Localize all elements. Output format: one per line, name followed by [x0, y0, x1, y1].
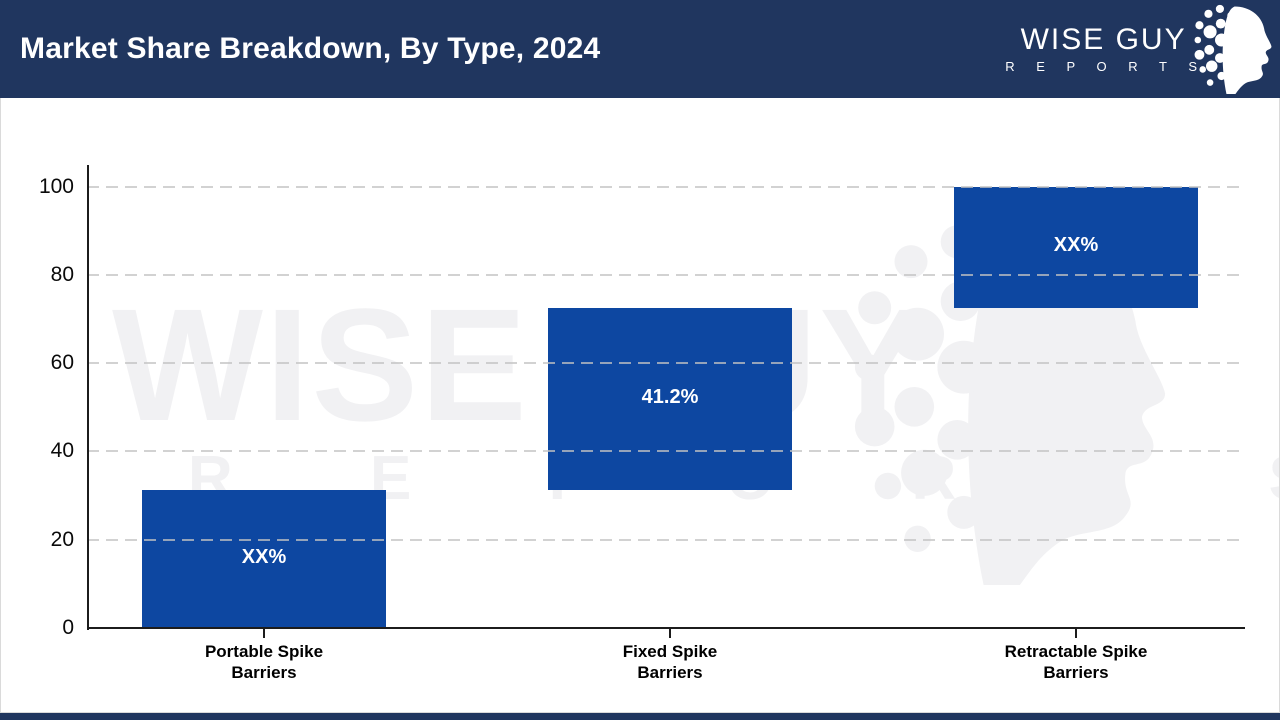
- y-axis-line: [87, 165, 89, 630]
- gridline: [87, 185, 1245, 188]
- category-label: Retractable Spike Barriers: [946, 641, 1206, 683]
- bar: [954, 186, 1198, 309]
- category-label-line: Portable Spike: [204, 642, 324, 661]
- y-tick-label: 40: [50, 439, 74, 463]
- logo-wordmark: WISE GUY R E P O R T S: [1001, 23, 1206, 74]
- brand-logo: WISE GUY R E P O R T S: [1001, 4, 1274, 94]
- gridline: [87, 273, 1245, 276]
- header-bar: Market Share Breakdown, By Type, 2024 WI…: [0, 0, 1280, 98]
- bar-value-label: XX%: [241, 546, 287, 569]
- category-label-line: Barriers: [637, 663, 703, 682]
- y-tick-label: 80: [50, 262, 74, 286]
- y-tick-label: 0: [62, 616, 74, 639]
- category-label-line: Retractable Spike: [1004, 642, 1148, 661]
- bar: [142, 490, 386, 628]
- y-tick-label: 20: [50, 527, 74, 551]
- bar-value-label: XX%: [1053, 234, 1099, 257]
- x-tick-mark: [669, 629, 671, 638]
- logo-line2: R E P O R T S: [1005, 59, 1206, 74]
- x-tick-mark: [263, 629, 265, 638]
- bar: [548, 308, 792, 491]
- y-tick-label: 100: [38, 174, 74, 198]
- logo-line1: WISE GUY: [1020, 23, 1187, 56]
- logo-head-icon: [1194, 4, 1272, 94]
- category-label-line: Barriers: [1043, 663, 1109, 682]
- y-tick-label: 60: [50, 351, 74, 375]
- footer-bar: [0, 713, 1280, 720]
- bar-value-label: 41.2%: [641, 386, 699, 409]
- category-label-line: Fixed Spike: [622, 642, 718, 661]
- category-label-line: Barriers: [231, 663, 297, 682]
- category-label: Fixed Spike Barriers: [540, 641, 800, 683]
- x-axis-line: [87, 627, 1245, 629]
- x-tick-mark: [1075, 629, 1077, 638]
- gridline: [87, 450, 1245, 453]
- gridline: [87, 362, 1245, 365]
- category-label: Portable Spike Barriers: [134, 641, 394, 683]
- page-title: Market Share Breakdown, By Type, 2024: [20, 32, 601, 65]
- gridline: [87, 538, 1245, 541]
